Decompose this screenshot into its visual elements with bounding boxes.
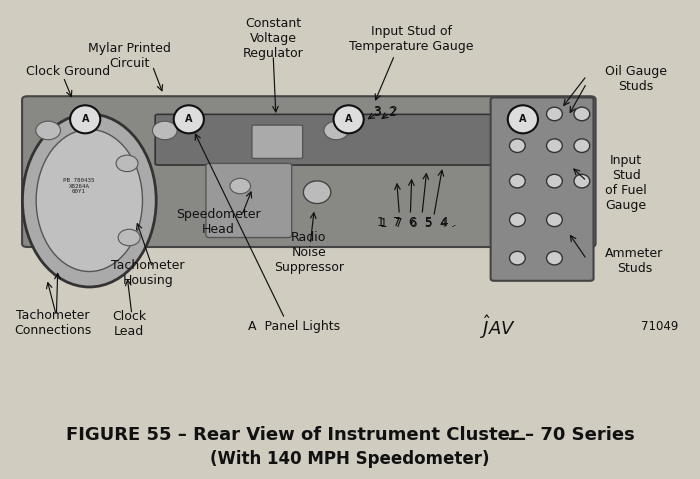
Text: —: — [508,430,526,448]
FancyBboxPatch shape [22,96,596,247]
Text: Clock
Lead: Clock Lead [112,310,146,338]
Text: 3  2: 3 2 [374,106,397,119]
Text: Speedometer
Head: Speedometer Head [176,208,260,236]
Text: Tachometer
Connections: Tachometer Connections [14,309,91,337]
Ellipse shape [70,105,100,133]
Ellipse shape [118,229,140,246]
Ellipse shape [333,105,364,133]
Text: Oil Gauge
Studs: Oil Gauge Studs [606,65,667,93]
Ellipse shape [574,107,590,121]
FancyBboxPatch shape [252,125,302,159]
Text: PB 780435
X8264A
60Y1: PB 780435 X8264A 60Y1 [63,178,94,194]
Text: Radio
Noise
Suppressor: Radio Noise Suppressor [274,231,344,274]
Text: Ammeter
Studs: Ammeter Studs [606,247,664,275]
Ellipse shape [230,178,251,194]
Ellipse shape [574,139,590,152]
Ellipse shape [510,213,525,227]
Ellipse shape [547,213,562,227]
Ellipse shape [547,174,562,188]
Text: FIGURE 55 – Rear View of Instrument Cluster – 70 Series: FIGURE 55 – Rear View of Instrument Clus… [66,426,634,444]
Text: Mylar Printed
Circuit: Mylar Printed Circuit [88,42,171,70]
Text: Constant
Voltage
Regulator: Constant Voltage Regulator [243,17,304,60]
Ellipse shape [174,105,204,133]
Text: 1  7  6  5  4 .: 1 7 6 5 4 . [377,216,457,229]
Ellipse shape [547,139,562,152]
FancyBboxPatch shape [491,98,594,281]
Text: A  Panel Lights: A Panel Lights [248,320,340,333]
FancyBboxPatch shape [155,114,573,165]
Text: Tachometer
Housing: Tachometer Housing [111,259,184,287]
Text: 1  7  6  5  4 .: 1 7 6 5 4 . [380,217,455,230]
Text: A: A [519,114,526,125]
Text: A: A [185,114,193,125]
Text: Input Stud of
Temperature Gauge: Input Stud of Temperature Gauge [349,24,474,53]
FancyBboxPatch shape [206,163,292,238]
Ellipse shape [508,105,538,133]
Text: A: A [345,114,352,125]
Ellipse shape [116,155,138,171]
Ellipse shape [510,139,525,152]
Ellipse shape [36,121,60,140]
Ellipse shape [36,129,143,272]
Text: Clock Ground: Clock Ground [26,65,111,78]
Ellipse shape [510,174,525,188]
Ellipse shape [153,121,177,140]
Text: (With 140 MPH Speedometer): (With 140 MPH Speedometer) [210,450,490,468]
Ellipse shape [324,121,349,140]
Text: Input
Stud
of Fuel
Gauge: Input Stud of Fuel Gauge [606,154,647,212]
Ellipse shape [510,107,525,121]
Text: $\widehat{J}$AV: $\widehat{J}$AV [480,313,515,341]
Ellipse shape [510,251,525,265]
Text: A: A [81,114,89,125]
Ellipse shape [22,114,156,287]
Ellipse shape [547,107,562,121]
Ellipse shape [303,181,331,204]
Ellipse shape [547,251,562,265]
Ellipse shape [574,174,590,188]
Text: 71049: 71049 [641,320,679,333]
Text: 3  2: 3 2 [374,105,398,118]
